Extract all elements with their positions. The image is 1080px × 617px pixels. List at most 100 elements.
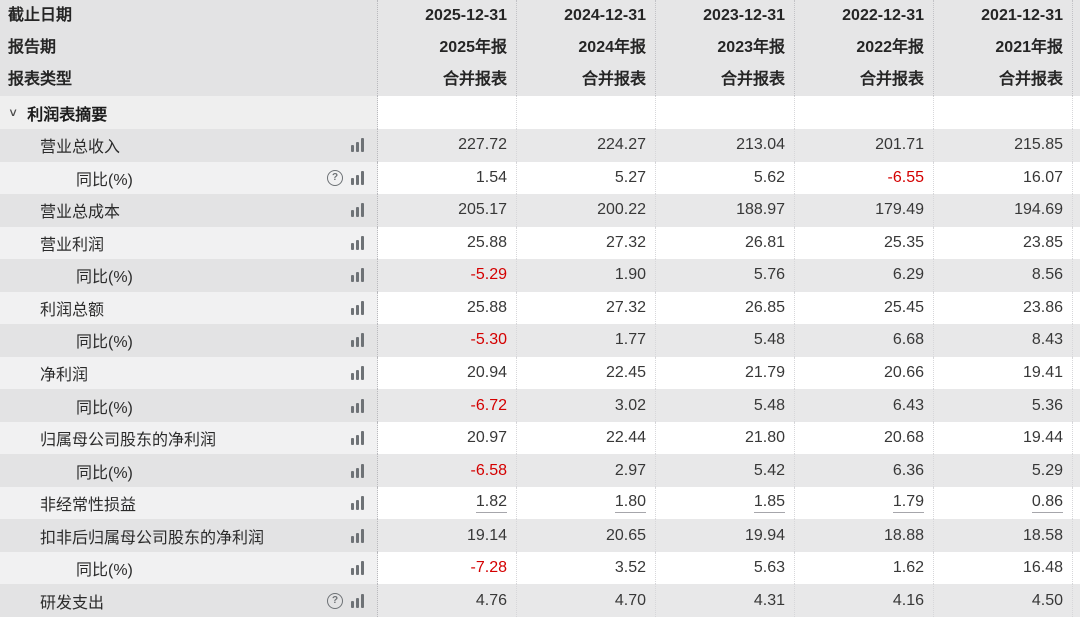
value-cell: 5.36 (934, 389, 1073, 422)
bar-chart-icon[interactable] (351, 593, 364, 608)
value-text: 19.44 (1022, 429, 1063, 447)
row-gutter (1073, 129, 1080, 162)
row-icons: ? (351, 528, 364, 543)
bar-chart-icon[interactable] (351, 431, 364, 446)
table-row: 营业利润 ? 25.88 27.32 26.81 25.35 23.85 (0, 226, 1080, 260)
value-text: 201.71 (875, 136, 924, 154)
row-label: 利润总额 (40, 301, 105, 319)
bar-chart-icon[interactable] (351, 463, 364, 478)
section-empty-cell (934, 96, 1073, 129)
row-gutter (1073, 324, 1080, 357)
value-text: 19.41 (1022, 363, 1063, 381)
value-text: 27.32 (605, 298, 646, 316)
row-icons: ? (351, 300, 364, 315)
bar-chart-icon[interactable] (351, 561, 364, 576)
question-mark-icon[interactable]: ? (327, 169, 343, 186)
value-text: -6.55 (887, 168, 924, 186)
value-text: -6.58 (470, 461, 507, 479)
value-cell: 25.88 (378, 291, 517, 325)
row-label: 同比(%) (76, 269, 133, 287)
row-label-cell: 扣非后归属母公司股东的净利润 ? (0, 519, 378, 552)
row-icons: ? (327, 169, 364, 186)
value-cell: 23.86 (934, 291, 1073, 325)
table-row: 同比(%) ? -6.72 3.02 5.48 6.43 5.36 (0, 389, 1080, 422)
row-label-cell: 同比(%) ? (0, 551, 378, 585)
column-report-type: 合并报表 (581, 71, 646, 88)
row-label: 同比(%) (76, 399, 133, 417)
period-column-header-2025年报[interactable]: 2025-12-31 2025年报 合并报表 (378, 0, 517, 96)
value-cell: 6.43 (795, 389, 934, 422)
value-text: 25.88 (466, 298, 507, 316)
bar-chart-icon[interactable] (351, 235, 364, 250)
value-text: 23.86 (1022, 298, 1063, 316)
value-text: 4.16 (892, 591, 924, 609)
column-report-type: 合并报表 (859, 71, 924, 88)
value-cell: 19.41 (934, 356, 1073, 390)
bar-chart-icon[interactable] (351, 170, 364, 185)
value-cell: 5.27 (517, 161, 656, 195)
value-text: 4.70 (614, 591, 646, 609)
period-column-header-2021年报[interactable]: 2021-12-31 2021年报 合并报表 (934, 0, 1073, 96)
value-cell: 6.36 (795, 454, 934, 487)
value-text: 224.27 (597, 136, 646, 154)
row-label-cell: 营业总收入 ? (0, 129, 378, 162)
value-cell: 20.65 (517, 519, 656, 552)
value-cell: 16.07 (934, 161, 1073, 195)
row-gutter (1073, 421, 1080, 455)
bar-chart-icon[interactable] (351, 138, 364, 153)
value-cell: 18.88 (795, 519, 934, 552)
value-text: 21.80 (744, 429, 785, 447)
table-row: 同比(%) ? -5.29 1.90 5.76 6.29 8.56 (0, 259, 1080, 292)
bar-chart-icon[interactable] (351, 496, 364, 511)
value-text: 6.43 (892, 396, 924, 414)
value-cell: 25.45 (795, 291, 934, 325)
value-cell: -5.29 (378, 259, 517, 292)
question-mark-icon[interactable]: ? (327, 592, 343, 609)
value-cell: 20.94 (378, 356, 517, 390)
bar-chart-icon[interactable] (351, 333, 364, 348)
value-cell: 19.94 (656, 519, 795, 552)
column-report-type: 合并报表 (442, 71, 507, 88)
value-cell: 179.49 (795, 194, 934, 227)
row-label-cell: 研发支出 ? (0, 584, 378, 617)
period-column-header-2022年报[interactable]: 2022-12-31 2022年报 合并报表 (795, 0, 934, 96)
table-row: 同比(%) ? -5.30 1.77 5.48 6.68 8.43 (0, 324, 1080, 357)
row-icons: ? (351, 398, 364, 413)
header-row-labels: 截止日期 报告期 报表类型 (0, 0, 378, 96)
bar-chart-icon[interactable] (351, 268, 364, 283)
table-row: 同比(%) ? -6.58 2.97 5.42 6.36 5.29 (0, 454, 1080, 487)
row-gutter (1073, 551, 1080, 585)
value-text: 5.29 (1031, 461, 1063, 479)
value-cell: 3.52 (517, 551, 656, 585)
section-toggle[interactable]: ∨ 利润表摘要 (0, 96, 378, 129)
bar-chart-icon[interactable] (351, 528, 364, 543)
row-label: 营业总收入 (40, 139, 121, 157)
period-column-header-2024年报[interactable]: 2024-12-31 2024年报 合并报表 (517, 0, 656, 96)
value-text: 1.79 (892, 493, 924, 514)
value-cell: 3.02 (517, 389, 656, 422)
value-cell: -5.30 (378, 324, 517, 357)
value-cell: 5.48 (656, 389, 795, 422)
row-label: 营业总成本 (40, 204, 121, 222)
value-text: 1.85 (753, 493, 785, 514)
row-gutter (1073, 454, 1080, 487)
table-row: 利润总额 ? 25.88 27.32 26.85 25.45 23.86 (0, 291, 1080, 325)
row-icons: ? (351, 138, 364, 153)
value-cell: 0.86 (934, 486, 1073, 520)
value-text: 205.17 (458, 201, 507, 219)
value-cell: -6.55 (795, 161, 934, 195)
column-report-period: 2023年报 (717, 39, 785, 56)
value-text: 21.79 (744, 363, 785, 381)
table-row: 归属母公司股东的净利润 ? 20.97 22.44 21.80 20.68 19.44 (0, 421, 1080, 455)
period-column-header-2023年报[interactable]: 2023-12-31 2023年报 合并报表 (656, 0, 795, 96)
row-label: 扣非后归属母公司股东的净利润 (40, 529, 265, 547)
bar-chart-icon[interactable] (351, 203, 364, 218)
bar-chart-icon[interactable] (351, 398, 364, 413)
bar-chart-icon[interactable] (351, 300, 364, 315)
table-row: 净利润 ? 20.94 22.45 21.79 20.66 19.41 (0, 356, 1080, 390)
bar-chart-icon[interactable] (351, 365, 364, 380)
table-row: 营业总成本 ? 205.17 200.22 188.97 179.49 194.69 (0, 194, 1080, 227)
table-row: 研发支出 ? 4.76 4.70 4.31 4.16 4.50 (0, 584, 1080, 617)
value-text: 20.65 (605, 526, 646, 544)
chevron-down-icon[interactable]: ∨ (8, 105, 19, 119)
